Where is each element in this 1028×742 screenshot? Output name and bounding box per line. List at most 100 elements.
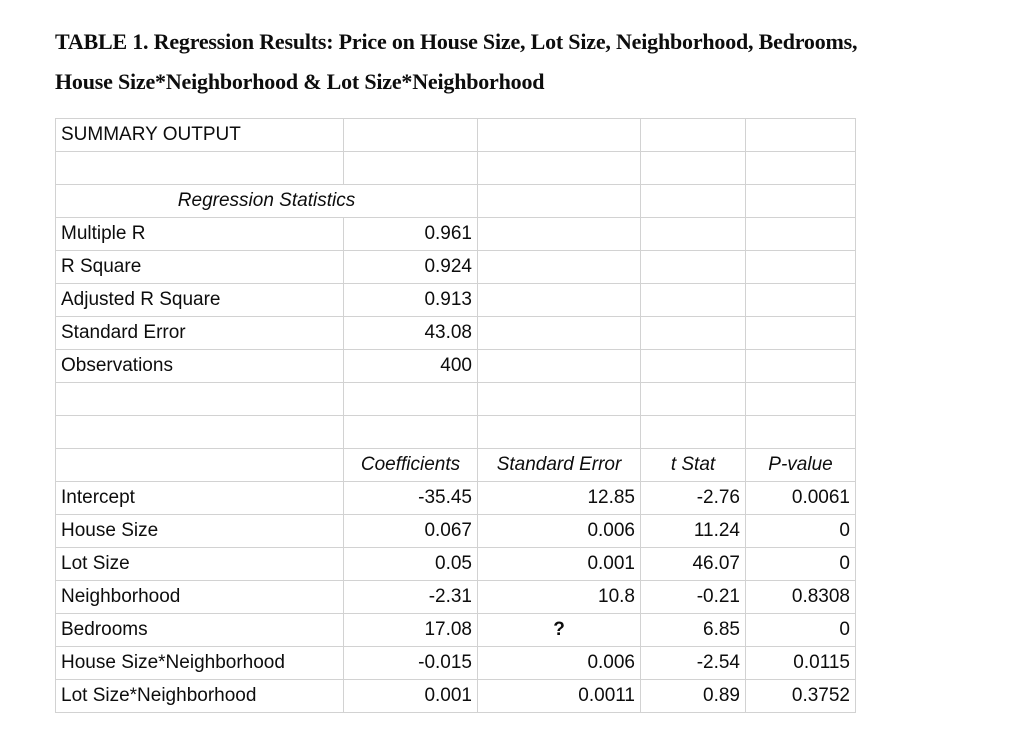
stat-label: Standard Error — [55, 316, 344, 350]
empty-cell — [55, 415, 344, 449]
empty-cell — [477, 415, 641, 449]
empty-cell — [477, 118, 641, 152]
empty-cell — [640, 415, 746, 449]
variable-label: Lot Size — [55, 547, 344, 581]
empty-cell — [55, 382, 344, 416]
standard-error-value: 0.001 — [477, 547, 641, 581]
t-stat-value: -0.21 — [640, 580, 746, 614]
table-row — [55, 382, 856, 416]
table-row: Adjusted R Square 0.913 — [55, 283, 856, 317]
table-row: Lot Size*Neighborhood 0.001 0.0011 0.89 0.37… — [55, 679, 856, 713]
coefficient-value: 0.067 — [343, 514, 478, 548]
table-row: Neighborhood -2.31 10.8 -0.21 0.8308 — [55, 580, 856, 614]
empty-cell — [640, 118, 746, 152]
regression-table-body: SUMMARY OUTPUT Regression Statistics Multi… — [55, 118, 856, 713]
empty-cell — [745, 250, 856, 284]
t-stat-value: 0.89 — [640, 679, 746, 713]
header-blank-cell — [55, 448, 344, 482]
standard-error-value: 0.006 — [477, 646, 641, 680]
empty-cell — [745, 217, 856, 251]
stat-value: 400 — [343, 349, 478, 383]
column-header: P-value — [745, 448, 856, 482]
empty-cell — [477, 250, 641, 284]
stat-value: 43.08 — [343, 316, 478, 350]
table-row: SUMMARY OUTPUT — [55, 118, 856, 152]
table-row: Coefficients Standard Error t Stat P-value — [55, 448, 856, 482]
empty-cell — [477, 184, 641, 218]
coefficient-value: 0.05 — [343, 547, 478, 581]
p-value-value: 0 — [745, 613, 856, 647]
p-value-value: 0 — [745, 514, 856, 548]
empty-cell — [477, 151, 641, 185]
t-stat-value: 46.07 — [640, 547, 746, 581]
empty-cell — [477, 217, 641, 251]
empty-cell — [640, 316, 746, 350]
variable-label: House Size — [55, 514, 344, 548]
table-title: TABLE 1. Regression Results: Price on Ho… — [55, 22, 1000, 102]
p-value-value: 0.3752 — [745, 679, 856, 713]
empty-cell — [640, 184, 746, 218]
stat-value: 0.961 — [343, 217, 478, 251]
coefficient-value: -2.31 — [343, 580, 478, 614]
empty-cell — [640, 283, 746, 317]
empty-cell — [640, 151, 746, 185]
summary-output-label: SUMMARY OUTPUT — [55, 118, 344, 152]
table-row: House Size*Neighborhood -0.015 0.006 -2.54 0… — [55, 646, 856, 680]
p-value-value: 0.0115 — [745, 646, 856, 680]
t-stat-value: 11.24 — [640, 514, 746, 548]
coefficient-value: -0.015 — [343, 646, 478, 680]
regression-statistics-header: Regression Statistics — [55, 184, 478, 218]
empty-cell — [745, 415, 856, 449]
empty-cell — [343, 382, 478, 416]
standard-error-value: 12.85 — [477, 481, 641, 515]
empty-cell — [343, 118, 478, 152]
table-row: Standard Error 43.08 — [55, 316, 856, 350]
empty-cell — [745, 382, 856, 416]
empty-cell — [745, 118, 856, 152]
empty-cell — [745, 184, 856, 218]
empty-cell — [745, 151, 856, 185]
empty-cell — [640, 382, 746, 416]
column-header: t Stat — [640, 448, 746, 482]
variable-label: Lot Size*Neighborhood — [55, 679, 344, 713]
standard-error-value: 0.0011 — [477, 679, 641, 713]
stat-label: Observations — [55, 349, 344, 383]
table-row: Regression Statistics — [55, 184, 856, 218]
t-stat-value: 6.85 — [640, 613, 746, 647]
table-row: Intercept -35.45 12.85 -2.76 0.0061 — [55, 481, 856, 515]
p-value-value: 0.8308 — [745, 580, 856, 614]
stat-label: R Square — [55, 250, 344, 284]
empty-cell — [640, 250, 746, 284]
empty-cell — [745, 316, 856, 350]
table-row — [55, 151, 856, 185]
table-row — [55, 415, 856, 449]
p-value-value: 0.0061 — [745, 481, 856, 515]
empty-cell — [477, 382, 641, 416]
stat-value: 0.913 — [343, 283, 478, 317]
empty-cell — [477, 349, 641, 383]
standard-error-value: 10.8 — [477, 580, 641, 614]
table-row: Multiple R 0.961 — [55, 217, 856, 251]
variable-label: Neighborhood — [55, 580, 344, 614]
stat-label: Multiple R — [55, 217, 344, 251]
empty-cell — [640, 217, 746, 251]
variable-label: Intercept — [55, 481, 344, 515]
coefficient-value: 0.001 — [343, 679, 478, 713]
empty-cell — [477, 283, 641, 317]
standard-error-value: 0.006 — [477, 514, 641, 548]
empty-cell — [343, 415, 478, 449]
table-row: R Square 0.924 — [55, 250, 856, 284]
coefficient-value: 17.08 — [343, 613, 478, 647]
column-header: Standard Error — [477, 448, 641, 482]
t-stat-value: -2.76 — [640, 481, 746, 515]
column-header: Coefficients — [343, 448, 478, 482]
table-row: Observations 400 — [55, 349, 856, 383]
variable-label: House Size*Neighborhood — [55, 646, 344, 680]
stat-label: Adjusted R Square — [55, 283, 344, 317]
empty-cell — [745, 283, 856, 317]
empty-cell — [745, 349, 856, 383]
table-row: House Size 0.067 0.006 11.24 0 — [55, 514, 856, 548]
empty-cell — [55, 151, 344, 185]
table-title-line1: TABLE 1. Regression Results: Price on Ho… — [55, 29, 858, 54]
variable-label: Bedrooms — [55, 613, 344, 647]
